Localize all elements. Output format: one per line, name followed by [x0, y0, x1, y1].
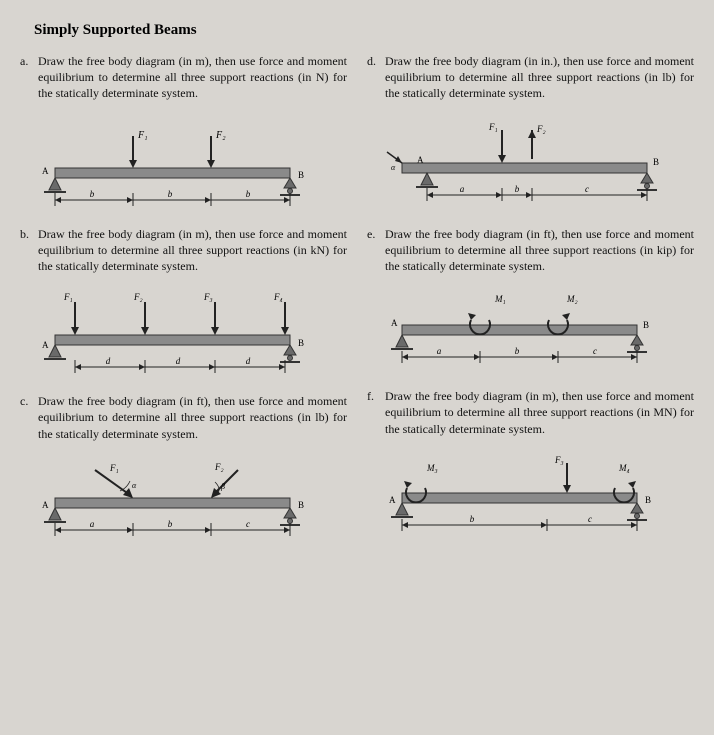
problem-text: Draw the free body diagram (in ft), then… [38, 393, 347, 442]
problem-d: d. Draw the free body diagram (in in.), … [367, 53, 694, 218]
figure-c: α F₁ β F₂ a b c A B [20, 448, 330, 548]
problem-text: Draw the free body diagram (in m), then … [38, 226, 347, 275]
problem-e: e. Draw the free body diagram (in ft), t… [367, 226, 694, 381]
dim-label: d [106, 356, 111, 366]
moment-label: M₃ [426, 463, 438, 473]
dim-label: a [90, 519, 95, 529]
problem-text: Draw the free body diagram (in m), then … [38, 53, 347, 102]
figure-f: M₃ F₃ M₄ b c A B [367, 443, 677, 543]
figure-b: F₁ F₂ F₃ F₄ d d d A B [20, 280, 330, 385]
force-label: F₂ [536, 124, 546, 134]
angle-label: α [391, 163, 396, 172]
force-label: F₁ [109, 463, 119, 473]
dim-label: b [515, 184, 520, 194]
moment-label: M₁ [494, 294, 506, 304]
dim-label: d [246, 356, 251, 366]
problem-letter: e. [367, 226, 385, 275]
dim-label: c [246, 519, 250, 529]
problem-a: a. Draw the free body diagram (in m), th… [20, 53, 347, 218]
angle-label: α [132, 481, 137, 490]
force-label: F₃ [554, 455, 564, 465]
dim-label: a [460, 184, 465, 194]
dim-label: d [176, 356, 181, 366]
support-label: B [645, 495, 651, 505]
dim-label: b [168, 519, 173, 529]
force-label: F₄ [273, 292, 283, 302]
support-label: B [298, 170, 304, 180]
figure-d: F₁ F₂ α a b c A B [367, 108, 677, 218]
problem-letter: a. [20, 53, 38, 102]
moment-label: M₄ [618, 463, 630, 473]
force-label: F₁ [63, 292, 73, 302]
support-label: B [298, 500, 304, 510]
dim-label: b [515, 346, 520, 356]
problem-letter: c. [20, 393, 38, 442]
force-label: F₂ [215, 130, 226, 141]
dim-label: b [168, 189, 173, 199]
problem-letter: f. [367, 388, 385, 437]
dim-label: c [588, 514, 592, 524]
dim-label: a [437, 346, 442, 356]
force-label: F₁ [488, 122, 498, 132]
force-label: F₁ [137, 130, 148, 141]
page-title: Simply Supported Beams [34, 22, 694, 39]
problem-letter: b. [20, 226, 38, 275]
support-label: A [417, 155, 424, 165]
dim-label: c [585, 184, 589, 194]
problem-text: Draw the free body diagram (in m), then … [385, 388, 694, 437]
problem-f: f. Draw the free body diagram (in m), th… [367, 388, 694, 543]
left-column: a. Draw the free body diagram (in m), th… [20, 53, 347, 556]
problem-text: Draw the free body diagram (in in.), the… [385, 53, 694, 102]
right-column: d. Draw the free body diagram (in in.), … [367, 53, 694, 556]
figure-a: F₁ F₂ b b b A B [20, 108, 330, 218]
support-label: B [298, 338, 304, 348]
force-label: F₂ [214, 462, 224, 472]
dim-label: b [246, 189, 251, 199]
support-label: A [389, 495, 396, 505]
dim-label: c [593, 346, 597, 356]
support-label: A [391, 318, 398, 328]
support-label: B [653, 157, 659, 167]
support-label: A [42, 500, 49, 510]
force-label: F₂ [133, 292, 143, 302]
angle-label: β [220, 482, 225, 491]
problem-b: b. Draw the free body diagram (in m), th… [20, 226, 347, 386]
dim-label: b [90, 189, 95, 199]
support-label: A [42, 166, 49, 176]
support-label: B [643, 320, 649, 330]
force-label: F₃ [203, 292, 213, 302]
support-label: A [42, 340, 49, 350]
problem-letter: d. [367, 53, 385, 102]
dim-label: b [470, 514, 475, 524]
figure-e: M₁ M₂ a b c A B [367, 280, 677, 380]
problem-text: Draw the free body diagram (in ft), then… [385, 226, 694, 275]
moment-label: M₂ [566, 294, 578, 304]
problem-c: c. Draw the free body diagram (in ft), t… [20, 393, 347, 548]
